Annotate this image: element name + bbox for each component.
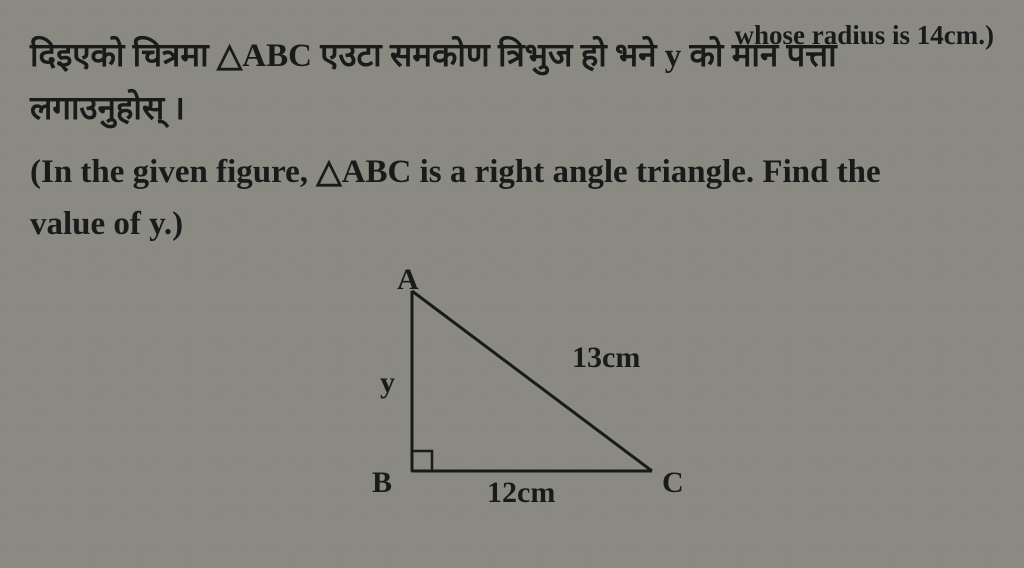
side-ac-label: 13cm (572, 341, 640, 375)
hindi-line-1: दिइएको चित्रमा △ABC एउटा समकोण त्रिभुज ह… (30, 38, 837, 74)
english-line-1: (In the given figure, △ABC is a right an… (30, 154, 881, 190)
vertex-a-label: A (397, 263, 419, 297)
right-angle-marker (412, 451, 432, 471)
question-english: (In the given figure, △ABC is a right an… (30, 146, 994, 252)
partial-header-text: whose radius is 14cm.) (734, 20, 994, 51)
side-bc-label: 12cm (487, 476, 555, 510)
side-ac (412, 291, 652, 471)
triangle-figure: A B C y 12cm 13cm (312, 271, 712, 521)
english-line-2: value of y.) (30, 206, 183, 242)
vertex-b-label: B (372, 466, 392, 500)
hindi-line-2: लगाउनुहोस् । (30, 91, 185, 127)
vertex-c-label: C (662, 466, 684, 500)
side-ab-label: y (380, 366, 395, 400)
